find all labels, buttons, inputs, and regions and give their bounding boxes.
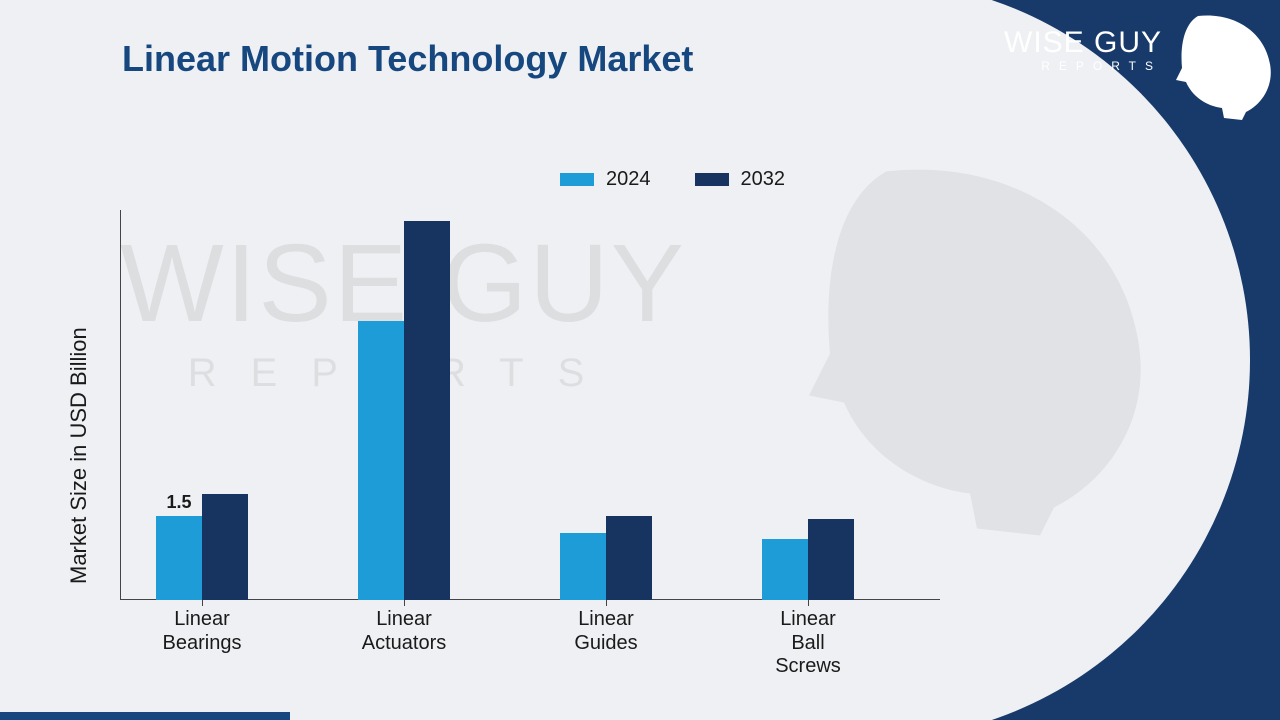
legend-label: 2024: [606, 168, 651, 191]
category-label-actuators: LinearActuators: [344, 608, 464, 655]
bar-actuators-2024: [358, 321, 404, 600]
bottom-accent-bar: [0, 712, 290, 720]
bar-guides-2024: [560, 533, 606, 600]
bar-screws-2032: [808, 519, 854, 600]
x-tick: [606, 600, 607, 606]
legend-swatch: [695, 173, 729, 186]
value-label: 1.5: [155, 492, 203, 513]
legend-item: 2024: [560, 168, 651, 191]
category-label-bearings: LinearBearings: [142, 608, 262, 655]
bar-guides-2032: [606, 516, 652, 600]
plot-area: [120, 210, 940, 600]
category-label-guides: LinearGuides: [546, 608, 666, 655]
legend-item: 2032: [695, 168, 786, 191]
bar-screws-2024: [762, 539, 808, 600]
chart-title: Linear Motion Technology Market: [122, 38, 693, 80]
y-axis-label: Market Size in USD Billion: [66, 327, 92, 584]
logo-head-icon: [1162, 12, 1280, 122]
bar-bearings-2032: [202, 494, 248, 600]
y-axis-line: [120, 210, 121, 600]
legend-label: 2032: [741, 168, 786, 191]
x-tick: [808, 600, 809, 606]
x-tick: [404, 600, 405, 606]
category-label-screws: LinearBallScrews: [748, 608, 868, 679]
chart-stage: WISE GUY REPORTS WISE GUY REPORTS Linear…: [0, 0, 1280, 720]
logo-line2: REPORTS: [1004, 60, 1162, 72]
x-tick: [202, 600, 203, 606]
logo-line1: WISE GUY: [1004, 28, 1162, 58]
bar-bearings-2024: [156, 516, 202, 600]
brand-logo-text: WISE GUY REPORTS: [1004, 28, 1162, 72]
legend: 2024 2032: [560, 168, 785, 191]
bar-actuators-2032: [404, 221, 450, 600]
legend-swatch: [560, 173, 594, 186]
